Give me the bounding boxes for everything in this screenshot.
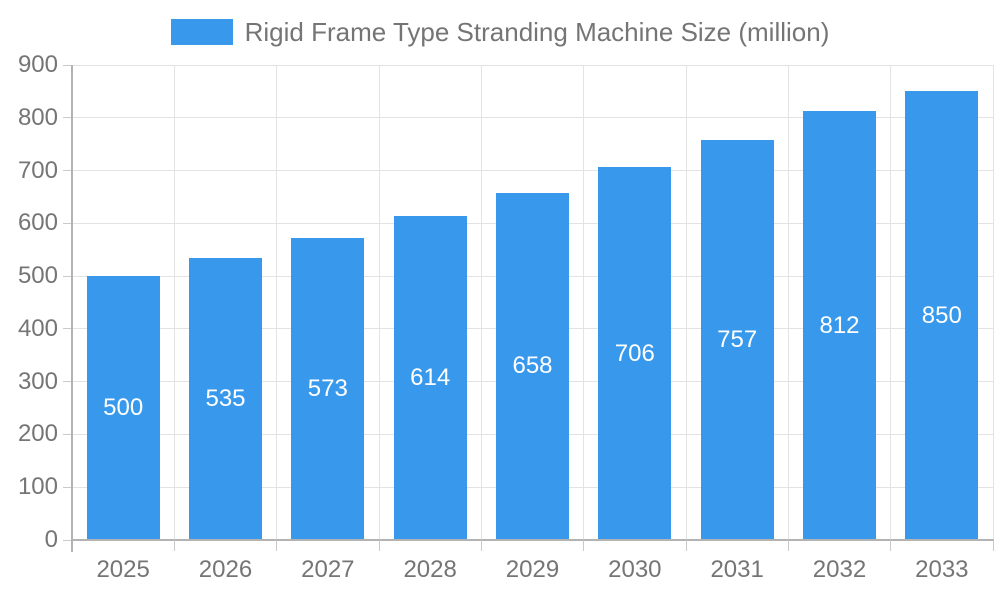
legend-label: Rigid Frame Type Stranding Machine Size … [244, 16, 830, 47]
x-tick [480, 540, 482, 551]
y-axis-label: 600 [17, 209, 58, 237]
y-axis-label: 700 [17, 156, 58, 184]
x-axis-label: 2031 [710, 556, 764, 583]
v-gridline [685, 65, 687, 540]
bar-value-label: 535 [205, 384, 246, 412]
y-axis-label: 300 [17, 367, 58, 395]
x-axis-label: 2030 [608, 556, 662, 583]
y-axis-label: 900 [17, 51, 58, 78]
y-axis-line [71, 65, 73, 552]
v-gridline [276, 65, 278, 540]
y-axis-label: 800 [17, 103, 58, 131]
y-axis-label: 500 [17, 262, 58, 290]
x-axis-label: 2027 [301, 556, 355, 583]
y-axis-label: 400 [17, 314, 58, 342]
x-axis-line [71, 539, 994, 541]
bar-value-label: 500 [103, 394, 144, 422]
bar-value-label: 706 [614, 339, 655, 367]
bar-value-label: 573 [307, 374, 348, 402]
x-tick [173, 540, 175, 551]
bar [700, 140, 774, 540]
x-axis-label: 2026 [198, 556, 253, 583]
y-tick [63, 328, 71, 330]
bar [496, 192, 569, 540]
y-tick [63, 539, 71, 541]
y-tick [63, 64, 71, 66]
y-tick [63, 117, 71, 119]
bar [189, 257, 262, 540]
y-tick [63, 170, 71, 172]
legend: Rigid Frame Type Stranding Machine Size … [0, 17, 1000, 47]
x-tick [378, 540, 380, 551]
x-axis-label: 2028 [403, 556, 457, 583]
v-gridline [992, 65, 994, 540]
y-axis-label: 200 [17, 420, 58, 448]
v-gridline [890, 65, 892, 540]
h-gridline [72, 170, 993, 172]
bar [393, 215, 467, 540]
x-tick [992, 540, 994, 551]
bar [803, 111, 876, 540]
x-tick [787, 540, 789, 551]
h-gridline [72, 117, 993, 119]
x-tick [685, 540, 687, 551]
bar [291, 237, 365, 540]
y-tick [63, 275, 71, 277]
x-axis-label: 2033 [915, 556, 969, 583]
v-gridline [583, 65, 585, 540]
x-tick [890, 540, 892, 551]
v-gridline [787, 65, 789, 540]
y-axis-label: 0 [44, 526, 58, 553]
y-tick [63, 486, 71, 488]
y-tick [63, 222, 71, 224]
bar [86, 276, 160, 540]
v-gridline [378, 65, 380, 540]
bar-value-label: 850 [921, 301, 962, 329]
bar-value-label: 658 [512, 352, 553, 380]
h-gridline [72, 64, 993, 66]
bar [598, 167, 672, 540]
bar-value-label: 614 [410, 363, 451, 391]
v-gridline [173, 65, 175, 540]
bar-value-label: 757 [717, 326, 758, 354]
y-tick [63, 381, 71, 383]
x-tick [276, 540, 278, 551]
x-tick [583, 540, 585, 551]
y-axis-label: 100 [17, 473, 58, 501]
legend-swatch [170, 19, 233, 45]
x-axis-label: 2029 [505, 556, 560, 583]
bar-value-label: 812 [819, 311, 860, 339]
v-gridline [480, 65, 482, 540]
x-axis-label: 2025 [96, 556, 150, 583]
bar [905, 91, 979, 540]
y-tick [63, 433, 71, 435]
x-axis-label: 2032 [812, 556, 867, 583]
